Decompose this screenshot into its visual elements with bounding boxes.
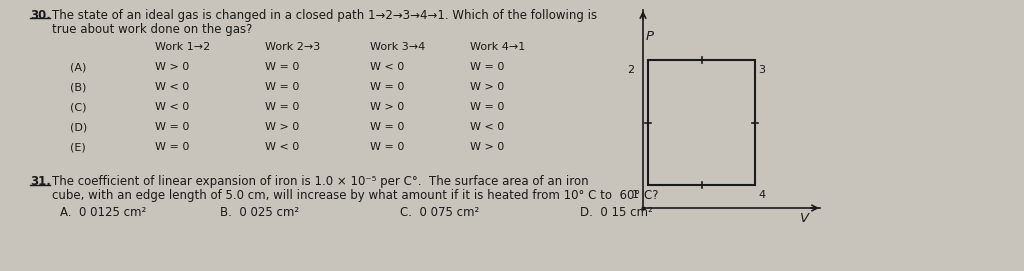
Text: D.  0 15 cm²: D. 0 15 cm² bbox=[580, 206, 652, 219]
Text: (A): (A) bbox=[70, 62, 86, 72]
Text: W > 0: W > 0 bbox=[265, 122, 299, 132]
Text: W = 0: W = 0 bbox=[155, 142, 189, 152]
Text: B.  0 025 cm²: B. 0 025 cm² bbox=[220, 206, 299, 219]
Text: The coefficient of linear expansion of iron is 1.0 × 10⁻⁵ per C°.  The surface a: The coefficient of linear expansion of i… bbox=[52, 175, 589, 188]
Text: 3: 3 bbox=[758, 65, 765, 75]
Text: 1: 1 bbox=[632, 190, 639, 200]
Text: W > 0: W > 0 bbox=[470, 142, 504, 152]
Text: W > 0: W > 0 bbox=[370, 102, 404, 112]
Text: W < 0: W < 0 bbox=[470, 122, 504, 132]
Text: cube, with an edge length of 5.0 cm, will increase by what amount if it is heate: cube, with an edge length of 5.0 cm, wil… bbox=[52, 189, 658, 202]
Text: A.  0 0125 cm²: A. 0 0125 cm² bbox=[60, 206, 146, 219]
Text: (B): (B) bbox=[70, 82, 86, 92]
Text: Work 1→2: Work 1→2 bbox=[155, 42, 210, 52]
Text: W < 0: W < 0 bbox=[265, 142, 299, 152]
Text: W = 0: W = 0 bbox=[370, 122, 404, 132]
Text: (C): (C) bbox=[70, 102, 86, 112]
Text: 31.: 31. bbox=[30, 175, 51, 188]
Text: W = 0: W = 0 bbox=[265, 102, 299, 112]
Text: V: V bbox=[800, 212, 809, 225]
Text: (D): (D) bbox=[70, 122, 87, 132]
Text: W > 0: W > 0 bbox=[155, 62, 189, 72]
Text: W < 0: W < 0 bbox=[155, 102, 189, 112]
Text: 30.: 30. bbox=[30, 9, 51, 22]
Text: (E): (E) bbox=[70, 142, 86, 152]
Text: 4: 4 bbox=[758, 190, 765, 200]
Text: W < 0: W < 0 bbox=[370, 62, 404, 72]
Text: Work 2→3: Work 2→3 bbox=[265, 42, 321, 52]
Text: W = 0: W = 0 bbox=[265, 82, 299, 92]
Text: W = 0: W = 0 bbox=[370, 82, 404, 92]
Text: W = 0: W = 0 bbox=[155, 122, 189, 132]
Text: true about work done on the gas?: true about work done on the gas? bbox=[52, 23, 252, 36]
Text: The state of an ideal gas is changed in a closed path 1→2→3→4→1. Which of the fo: The state of an ideal gas is changed in … bbox=[52, 9, 597, 22]
Bar bbox=[648, 60, 755, 185]
Text: Work 4→1: Work 4→1 bbox=[470, 42, 525, 52]
Text: P: P bbox=[646, 30, 654, 43]
Text: Work 3→4: Work 3→4 bbox=[370, 42, 425, 52]
Text: W = 0: W = 0 bbox=[470, 62, 505, 72]
Text: W > 0: W > 0 bbox=[470, 82, 504, 92]
Text: W = 0: W = 0 bbox=[370, 142, 404, 152]
Text: W = 0: W = 0 bbox=[265, 62, 299, 72]
Text: 2: 2 bbox=[627, 65, 634, 75]
Text: C.  0 075 cm²: C. 0 075 cm² bbox=[400, 206, 479, 219]
Text: W = 0: W = 0 bbox=[470, 102, 505, 112]
Text: W < 0: W < 0 bbox=[155, 82, 189, 92]
